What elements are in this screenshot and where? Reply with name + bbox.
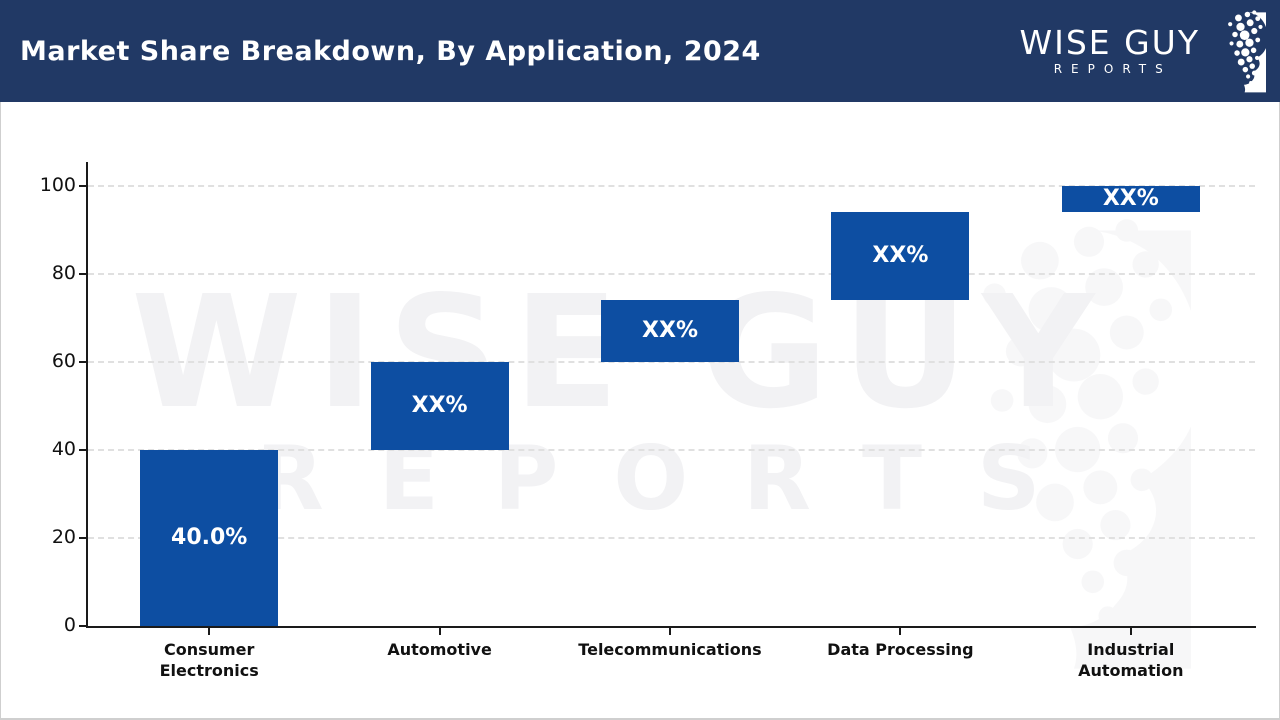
gridline-y-20 [88, 537, 1255, 539]
bar-value-label: XX% [1102, 186, 1159, 212]
page-title: Market Share Breakdown, By Application, … [20, 35, 761, 67]
logo-text: WISE GUY REPORTS [1019, 26, 1200, 76]
x-axis-category-label: Consumer Electronics [159, 640, 259, 680]
y-axis-tick-mark [79, 273, 88, 275]
header-bar: Market Share Breakdown, By Application, … [0, 0, 1280, 102]
x-axis-category-label: Data Processing [827, 640, 974, 659]
bar-industrial-automation [1061, 186, 1200, 213]
bar-value-label: XX% [642, 318, 698, 344]
y-axis-tick-label: 80 [51, 262, 76, 284]
gridline-y-80 [88, 273, 1255, 275]
bar-data-processing [831, 212, 970, 301]
y-axis-tick-mark [79, 625, 88, 627]
y-axis-tick-label: 20 [51, 526, 76, 548]
x-axis-category-label: Telecommunications [578, 640, 762, 659]
y-axis-line [86, 162, 88, 628]
x-axis-tick-mark [669, 628, 671, 635]
y-axis-tick-mark [79, 185, 88, 187]
logo-subtitle: REPORTS [1053, 62, 1172, 76]
y-axis-tick-label: 60 [51, 350, 76, 372]
x-axis-tick-mark [899, 628, 902, 635]
bar-consumer-electronics [140, 450, 279, 626]
watermark-face-icon [983, 219, 1191, 669]
y-axis-tick-mark [79, 449, 88, 451]
y-axis-tick-label: 0 [63, 614, 76, 636]
x-axis-tick-mark [1129, 628, 1132, 635]
y-axis-tick-mark [79, 537, 88, 539]
wise-guy-logo: WISE GUY REPORTS [1019, 9, 1266, 93]
y-axis-tick-mark [79, 361, 88, 363]
bar-automotive [370, 362, 509, 450]
gridline-y-40 [88, 449, 1255, 451]
gridline-y-100 [88, 185, 1255, 187]
x-axis-category-label: Industrial Automation [1078, 640, 1184, 680]
x-axis-line [86, 626, 1256, 628]
logo-wordmark: WISE GUY [1019, 23, 1200, 62]
bar-value-label: XX% [411, 393, 468, 418]
x-axis-category-label: Automotive [387, 640, 492, 659]
bar-value-label: XX% [872, 243, 929, 269]
face-profile-logo-icon [1228, 10, 1266, 93]
bar-value-label: 40.0% [171, 525, 248, 550]
y-axis-tick-label: 40 [51, 438, 76, 460]
gridline-y-60 [88, 361, 1255, 363]
y-axis-tick-label: 100 [39, 174, 76, 196]
bar-telecommunications [601, 300, 739, 362]
x-axis-tick-mark [208, 628, 211, 635]
x-axis-tick-mark [438, 628, 441, 635]
